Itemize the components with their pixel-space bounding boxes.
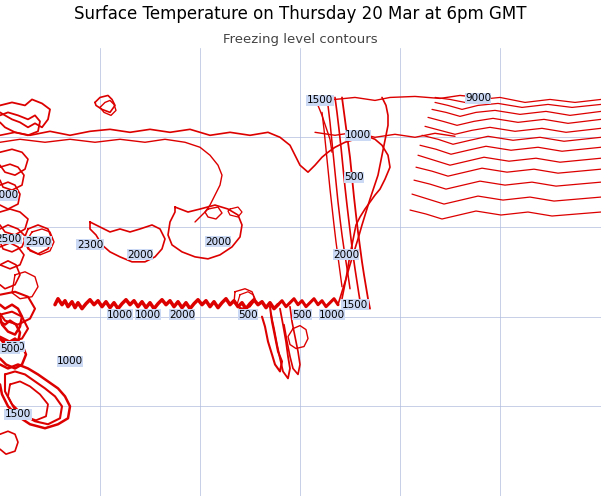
Text: 1500: 1500 [342, 300, 368, 310]
Text: 2300: 2300 [77, 240, 103, 250]
Text: 1000: 1000 [57, 357, 83, 367]
Text: 500: 500 [292, 310, 312, 319]
Text: 500: 500 [344, 172, 364, 182]
Text: 2000: 2000 [127, 250, 153, 260]
Text: 1000: 1000 [345, 130, 371, 140]
Text: 1000: 1000 [107, 310, 133, 319]
Text: 2000: 2000 [169, 310, 195, 319]
Text: Surface Temperature on Thursday 20 Mar at 6pm GMT: Surface Temperature on Thursday 20 Mar a… [75, 5, 526, 23]
Text: Freezing level contours: Freezing level contours [223, 33, 378, 46]
Text: 1000: 1000 [319, 310, 345, 319]
Text: 500: 500 [5, 342, 25, 352]
Text: 9000: 9000 [465, 93, 491, 104]
Text: 500: 500 [0, 344, 20, 354]
Text: 2500: 2500 [0, 234, 21, 244]
Text: 2000: 2000 [205, 237, 231, 247]
Text: 2000: 2000 [333, 250, 359, 260]
Text: 1500: 1500 [307, 95, 333, 106]
Text: 1000: 1000 [135, 310, 161, 319]
Text: 1500: 1500 [5, 409, 31, 419]
Text: 500: 500 [238, 310, 258, 319]
Text: 2500: 2500 [25, 237, 51, 247]
Text: 3000: 3000 [0, 190, 18, 200]
